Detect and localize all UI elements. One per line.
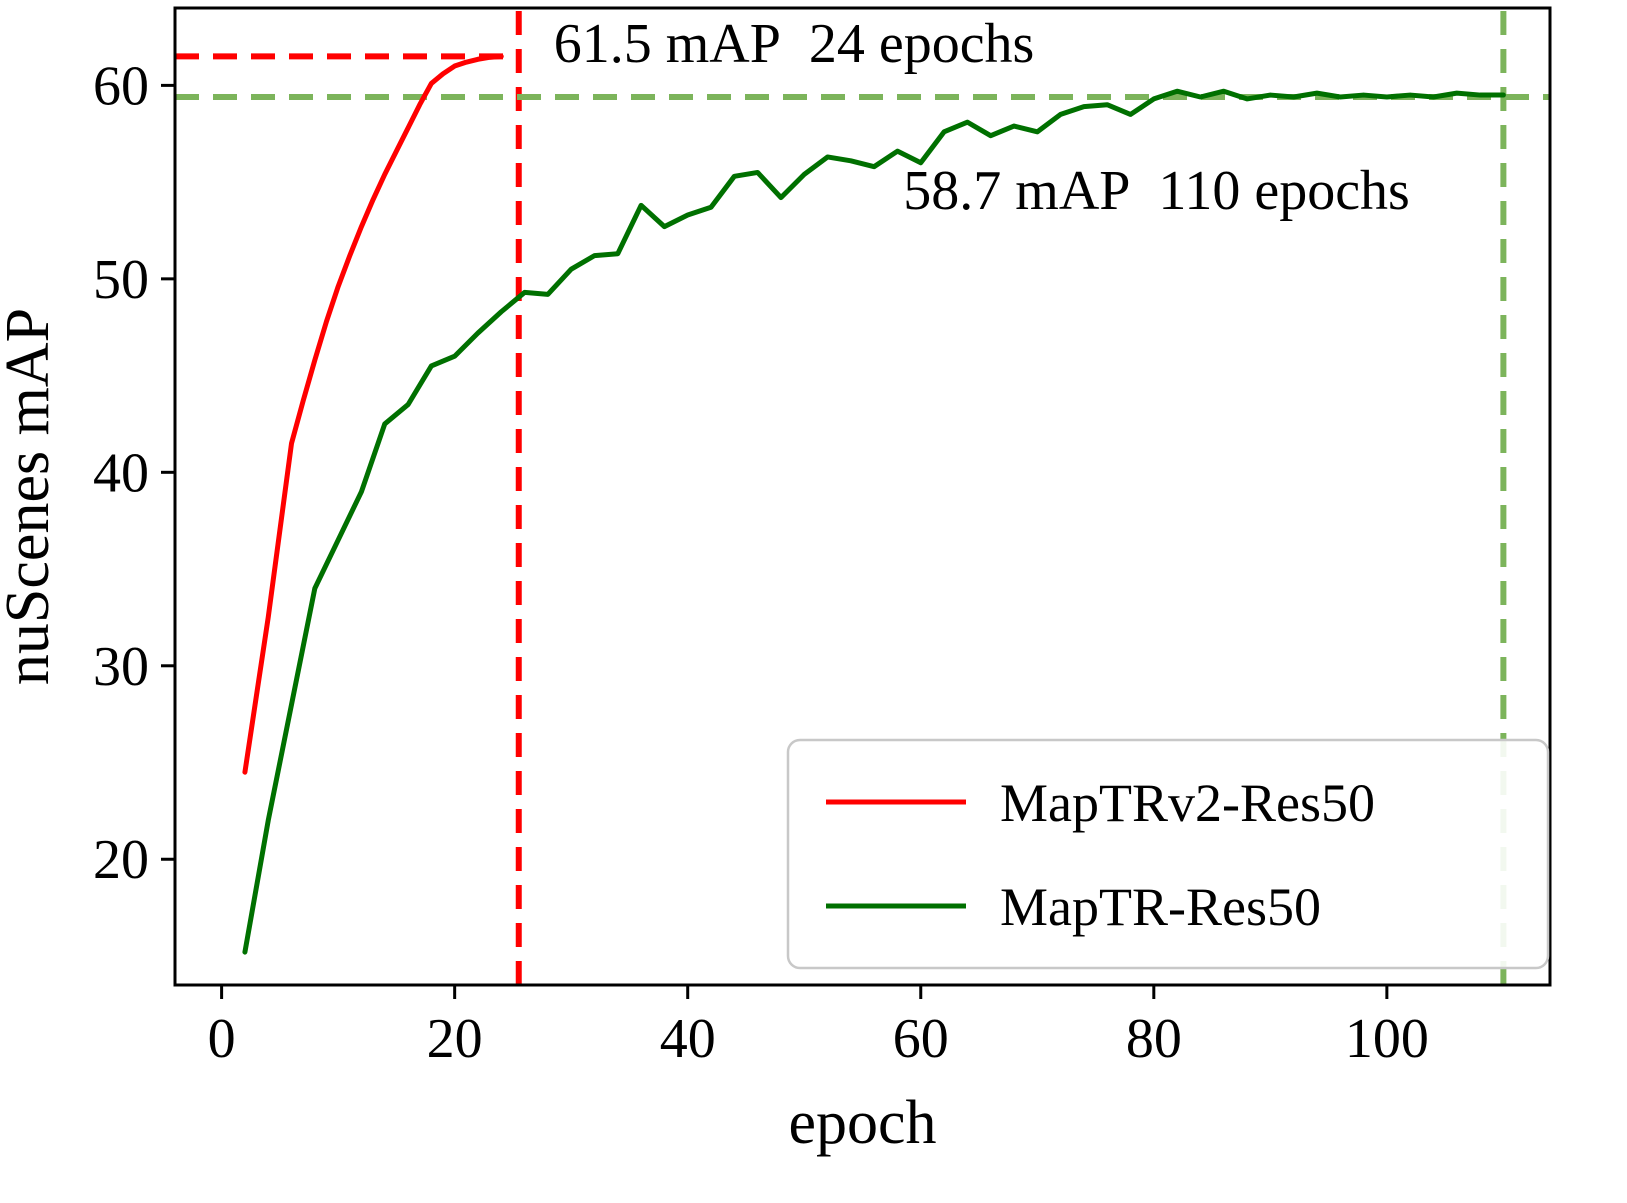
y-tick-label: 20: [93, 829, 149, 891]
legend: MapTRv2-Res50 MapTR-Res50: [786, 738, 1550, 970]
y-tick-label: 30: [93, 636, 149, 698]
x-axis: 0 20 40 60 80 100: [208, 985, 1429, 1070]
annotation-maptr: 58.7 mAP 110 epochs: [903, 160, 1410, 222]
axes-spines: [173, 6, 1552, 987]
x-axis-label: epoch: [788, 1089, 936, 1157]
y-axis-label: nuScenes mAP: [0, 308, 62, 685]
series-line-maptrv2-res50: [242, 53, 504, 775]
legend-label: MapTRv2-Res50: [1000, 773, 1375, 833]
x-tick-label: 20: [427, 1008, 483, 1070]
x-tick-label: 100: [1345, 1008, 1429, 1070]
x-tick-label: 80: [1126, 1008, 1182, 1070]
y-tick-label: 50: [93, 249, 149, 311]
x-tick-label: 40: [660, 1008, 716, 1070]
x-tick-label: 60: [893, 1008, 949, 1070]
legend-label: MapTR-Res50: [1000, 877, 1321, 937]
y-tick-label: 40: [93, 442, 149, 504]
y-axis: 20 30 40 50 60: [93, 55, 175, 891]
series-line-maptr-res50: [242, 88, 1506, 955]
legend-box: [786, 738, 1550, 970]
annotation-maptrv2: 61.5 mAP 24 epochs: [554, 13, 1035, 75]
y-tick-label: 60: [93, 55, 149, 117]
x-tick-label: 0: [208, 1008, 236, 1070]
